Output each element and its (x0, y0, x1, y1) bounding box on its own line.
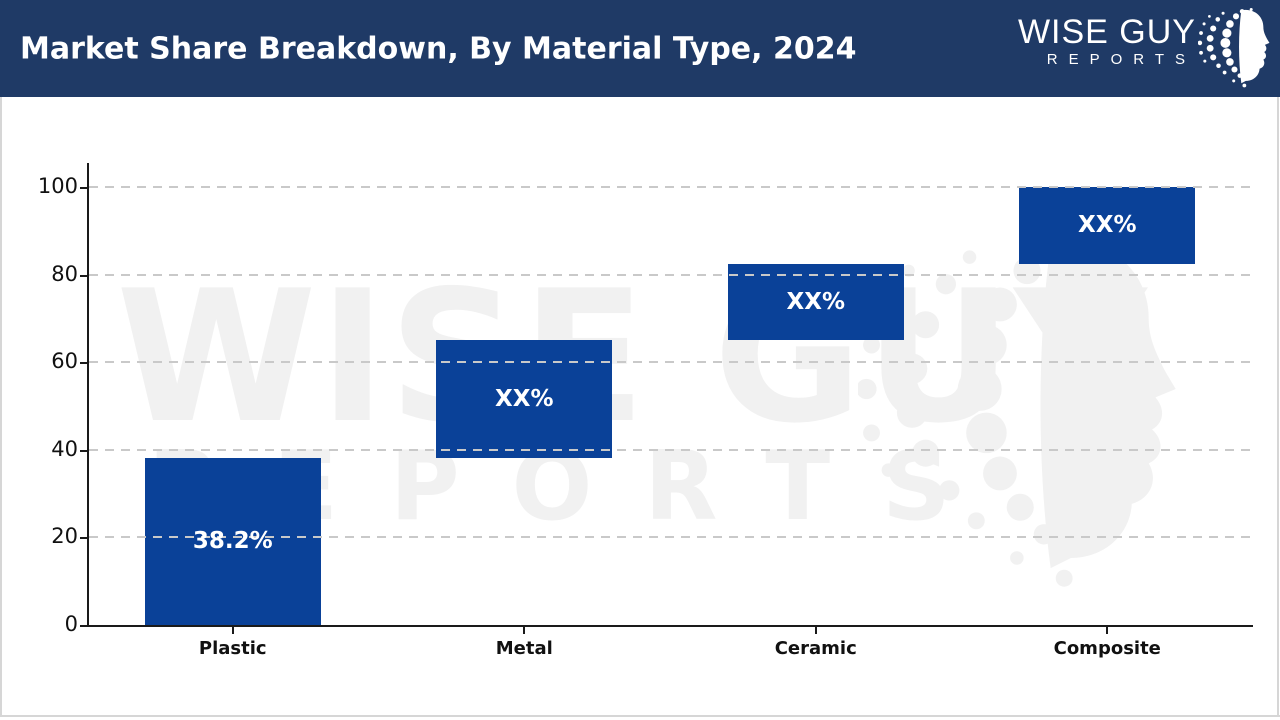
y-axis-tick-label: 80 (51, 261, 78, 286)
bar-value-label: 38.2% (192, 528, 273, 555)
y-axis-tick (80, 625, 87, 627)
x-axis-tick (814, 627, 817, 634)
bar-metal (436, 340, 613, 458)
brand-logo-wiseguy-text: WISE GUY (1017, 13, 1196, 51)
brand-logo-face-icon (1197, 6, 1274, 92)
x-axis-category-label: Composite (1053, 638, 1161, 659)
gridline-y20 (89, 536, 1255, 539)
x-axis-category-label: Metal (495, 638, 553, 659)
frame-right (1277, 97, 1279, 717)
brand-logo: WISE GUY REPORTS (1017, 13, 1196, 69)
frame-left (0, 97, 2, 717)
bar-value-label: XX% (494, 385, 554, 412)
bar-plastic (144, 457, 321, 625)
watermark-face-icon (856, 206, 1196, 626)
x-axis-tick (1106, 627, 1109, 634)
bar-value-label: XX% (1077, 212, 1137, 239)
gridline-y100 (89, 186, 1255, 188)
x-axis-spine (87, 625, 1253, 627)
brand-logo-reports-text: REPORTS (1046, 51, 1196, 69)
y-axis-tick-label: 100 (37, 174, 78, 198)
y-axis-tick (80, 449, 87, 452)
gridline-y60 (89, 361, 1255, 364)
bar-value-label: XX% (786, 288, 845, 315)
y-axis-tick (80, 537, 87, 540)
y-axis-tick-label: 40 (51, 436, 78, 461)
y-axis-tick-label: 20 (51, 524, 78, 549)
y-axis-tick (80, 187, 87, 189)
bar-composite (1019, 187, 1196, 264)
y-axis-spine (87, 163, 89, 627)
y-axis-tick-label: 60 (51, 349, 78, 374)
frame-bottom (0, 715, 1280, 717)
y-axis-tick (80, 362, 87, 365)
y-axis-tick (80, 274, 87, 277)
x-axis-category-label: Plastic (198, 638, 267, 659)
header-banner: Market Share Breakdown, By Material Type… (0, 0, 1280, 97)
page-title: Market Share Breakdown, By Material Type… (20, 31, 857, 66)
x-axis-tick (231, 627, 234, 634)
gridline-y40 (89, 448, 1255, 451)
y-axis-tick-label: 0 (64, 612, 78, 636)
bar-ceramic (727, 263, 904, 341)
x-axis-tick (523, 627, 526, 634)
gridline-y80 (89, 273, 1255, 276)
x-axis-category-label: Ceramic (774, 638, 857, 659)
